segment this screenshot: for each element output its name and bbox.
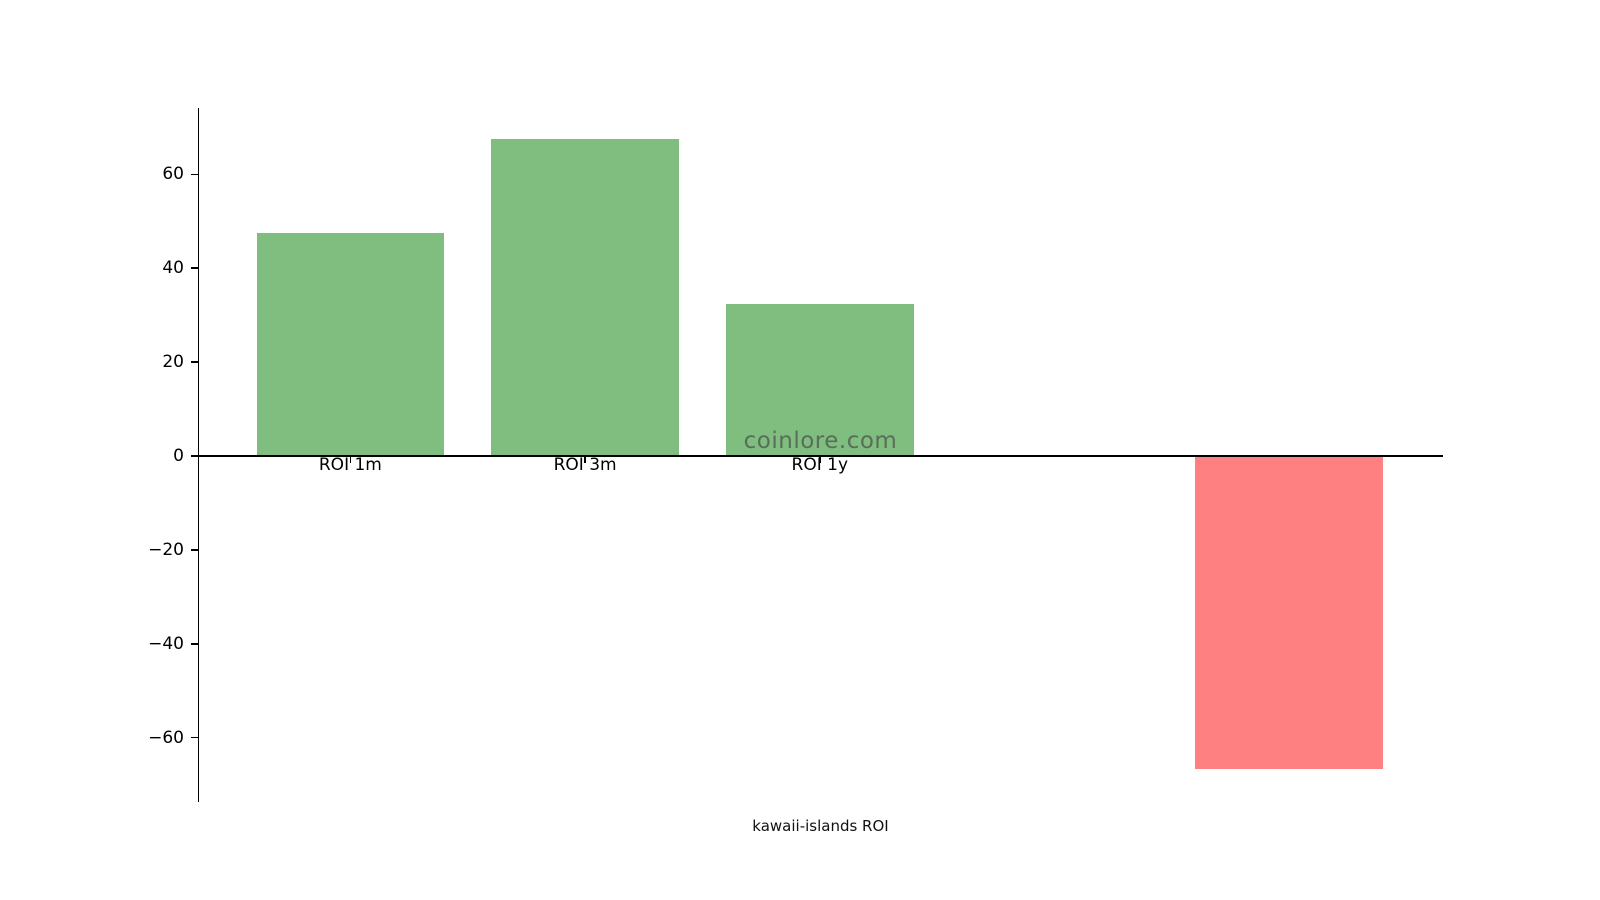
y-tick-mark <box>190 267 198 269</box>
x-tick-label: ROI 1m <box>318 455 382 475</box>
x-tick-mark <box>819 456 821 463</box>
y-tick-label: −40 <box>148 633 184 654</box>
bar-roi-1y <box>725 304 914 456</box>
bar-roi-3m <box>491 139 679 456</box>
watermark-text: coinlore.com <box>743 428 898 454</box>
y-tick-mark <box>190 173 198 176</box>
y-tick-mark <box>190 549 198 551</box>
bar-unlabeled-4 <box>1195 456 1384 770</box>
y-tick-label: 40 <box>162 258 184 279</box>
y-tick-label: 0 <box>173 446 184 466</box>
bar-roi-1m <box>256 233 445 456</box>
y-tick-label: −60 <box>148 727 184 748</box>
y-tick-label: 20 <box>162 352 184 373</box>
y-tick-label: 60 <box>162 164 184 185</box>
chart-caption: kawaii-islands ROI <box>752 817 889 835</box>
y-tick-mark <box>190 736 198 739</box>
x-tick-mark <box>584 456 586 463</box>
x-tick-mark <box>349 456 352 463</box>
y-tick-mark <box>190 455 198 457</box>
x-tick-label: ROI 3m <box>553 455 617 475</box>
y-tick-mark <box>190 361 198 363</box>
y-tick-mark <box>190 643 198 645</box>
y-axis-spine <box>197 108 199 802</box>
y-tick-label: −20 <box>148 539 184 560</box>
x-tick-label: ROI 1y <box>791 455 849 475</box>
